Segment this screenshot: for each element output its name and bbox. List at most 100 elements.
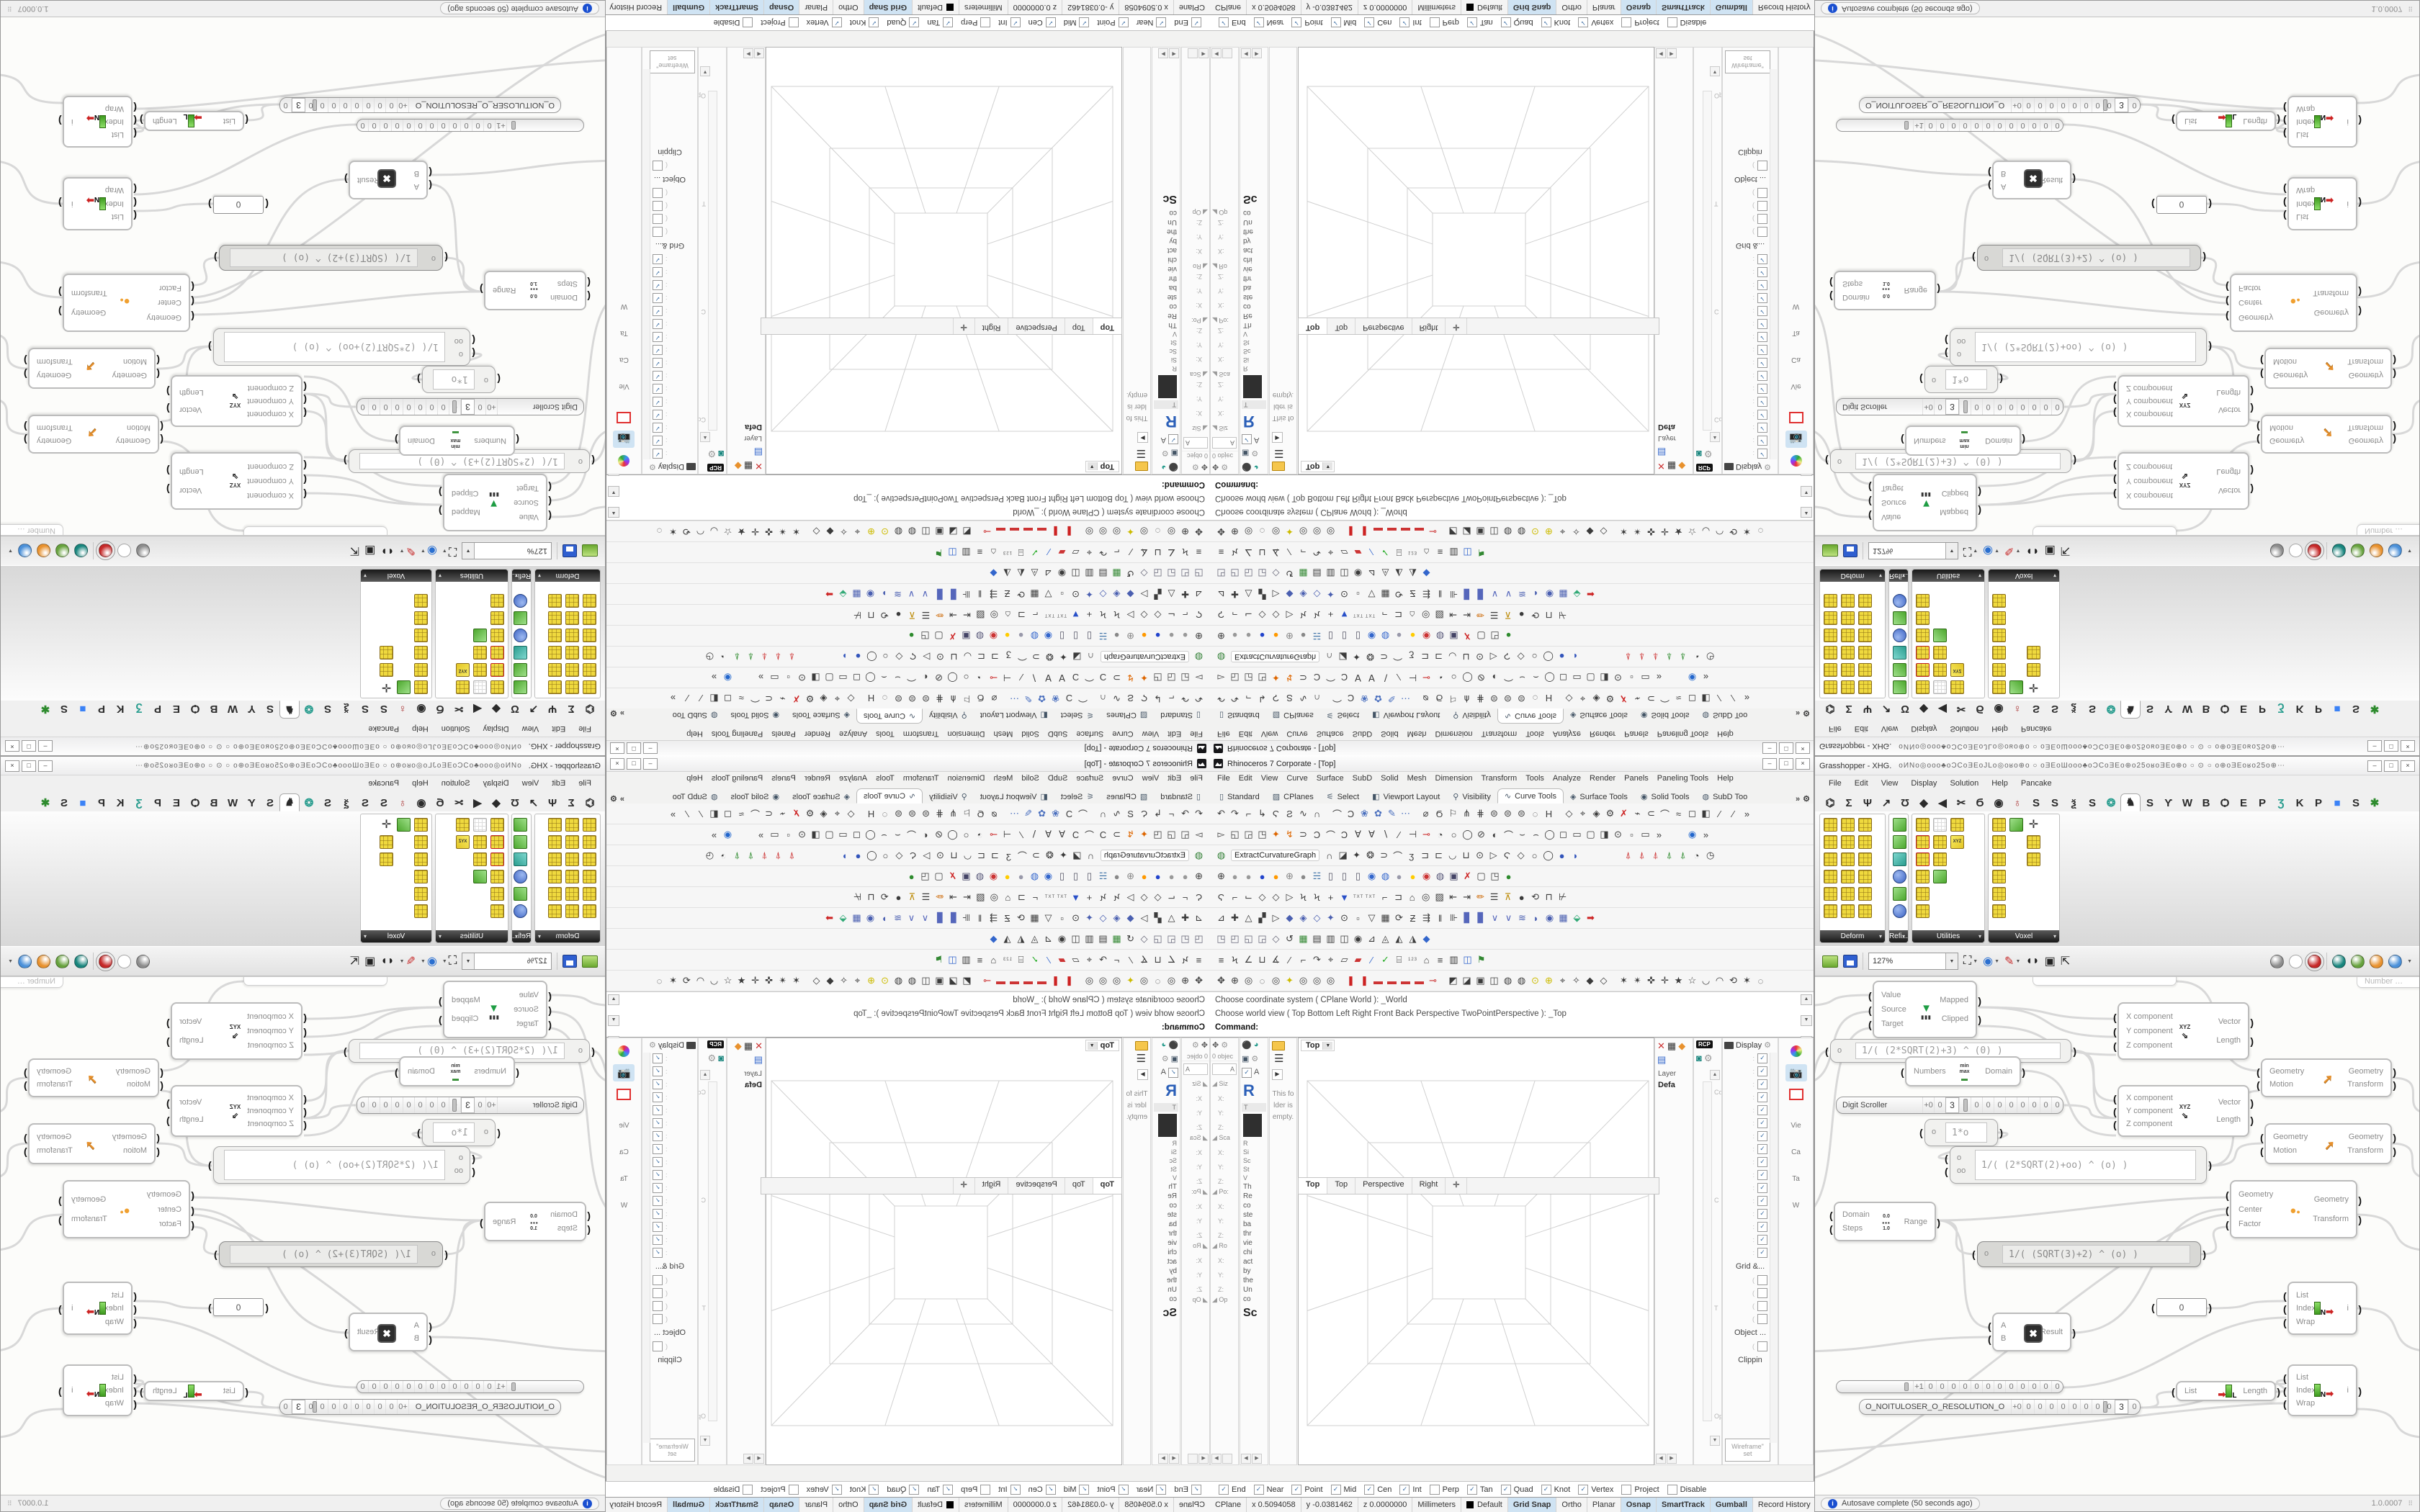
rhino-titlebar[interactable]: Rhinoceros 7 Corporate - [Top] – □ × (1210, 756, 1814, 772)
resize-grip-icon[interactable]: ⠿ (6, 1499, 12, 1507)
component-icon[interactable] (473, 680, 487, 694)
toolbar-icon[interactable]: ⌂ (1409, 609, 1415, 621)
output-jack[interactable]: ) (2393, 1146, 2396, 1157)
input-jack[interactable]: ( (472, 335, 475, 347)
menu-item[interactable]: Help (1717, 729, 1734, 738)
slider-handle[interactable] (511, 1382, 516, 1391)
gh-slider-slider-resolution[interactable]: (O_NOITULOSER_O_RESOLUTION_O+00000000030… (1859, 97, 2141, 113)
osnap-checkbox[interactable] (743, 17, 753, 28)
display-option-row[interactable]: : ✓ (642, 1130, 697, 1143)
toolbar-icon[interactable]: ▯ (1059, 631, 1065, 642)
component-category-tab[interactable]: S (266, 797, 274, 809)
input-jack[interactable]: ( (133, 1316, 137, 1328)
expression-text[interactable]: 1*o (433, 369, 475, 390)
status-cell[interactable]: Planar (799, 0, 833, 14)
toolbar-icon[interactable]: ◉ (1545, 589, 1554, 600)
camera-tab-icon[interactable]: 📷 (613, 431, 635, 448)
toolbar-icon[interactable]: ✶ (1743, 975, 1751, 986)
save-file-icon[interactable] (563, 544, 577, 557)
folder-icon[interactable] (1135, 1041, 1148, 1050)
component-category-tab[interactable]: ◉ (416, 703, 426, 715)
component-icon[interactable] (1933, 594, 1947, 608)
component-icon[interactable] (514, 852, 527, 866)
section-header[interactable]: ◢ Po: (1191, 1188, 1208, 1195)
gh-slider-digit-scroller[interactable]: (Digit Scroller+003000000000) (1836, 1097, 2063, 1114)
toolbar-icon[interactable]: ◎ (1167, 526, 1176, 537)
display-option-row[interactable]: : ✓ (642, 356, 697, 369)
osnap-checkbox[interactable] (1621, 17, 1632, 28)
toolbar-icon[interactable]: ‖ (1438, 912, 1443, 924)
menu-item[interactable]: Transform (1481, 774, 1518, 783)
slider-digit[interactable]: 0 (2069, 98, 2080, 112)
slider-digit[interactable]: 0 (2092, 1400, 2103, 1414)
toolbar-icon[interactable]: Ϛ (909, 850, 917, 861)
toolbar-icon[interactable]: ❀ (1052, 693, 1059, 704)
toolbar-icon[interactable]: ⌙ (1245, 610, 1252, 621)
toolbar-icon[interactable]: ∖ (1031, 672, 1038, 683)
toolbar-icon[interactable]: ◫ (921, 975, 931, 986)
toolbar-icon[interactable]: ∨ (1491, 589, 1499, 600)
section-header[interactable]: ◢ Ro (1193, 263, 1208, 270)
slider-digit[interactable]: 0 (1959, 120, 1971, 131)
status-cell[interactable]: Default (1461, 0, 1508, 14)
gear-icon[interactable]: ⚙ (1161, 1055, 1169, 1063)
osnap-toggle[interactable]: ✓ Mid (1330, 1484, 1356, 1495)
input-jack[interactable]: ( (548, 1004, 552, 1016)
toolbar-icon[interactable]: ▢ (934, 631, 944, 642)
gh-node-range[interactable]: Domain(Steps(Range) 0.0 ▪▪▪ 1.0 (1829, 271, 1940, 310)
component-category-tab[interactable]: ◆ (1919, 703, 1928, 715)
toolbar-icon[interactable]: ◇ (1154, 610, 1162, 621)
menu-item[interactable]: Edit (1168, 729, 1182, 738)
toolbar-icon[interactable]: ⌐ (1032, 609, 1039, 621)
component-icon[interactable] (456, 629, 470, 642)
menu-item[interactable]: Mesh (1407, 774, 1427, 783)
camera-icon[interactable]: ◙ ⚙ (707, 1053, 724, 1063)
component-category-tab[interactable]: S (2146, 797, 2154, 809)
gear-icon[interactable]: ⚙ (1191, 1041, 1199, 1050)
output-jack[interactable]: ) (1937, 1216, 1940, 1228)
component-icon[interactable] (1893, 594, 1906, 608)
component-icon[interactable] (565, 629, 579, 642)
component-icon[interactable] (2027, 870, 2040, 883)
status-cell[interactable]: CPlane (1173, 0, 1210, 14)
toolbar-icon[interactable]: ◳ (1153, 672, 1162, 683)
expression-text[interactable]: 1/( (2*SQRT(2)+oo) ^ (o) ) (1975, 332, 2196, 362)
toolbar-icon[interactable]: ◧ (1701, 808, 1711, 819)
toolbar-icon[interactable]: ◔ (1437, 829, 1443, 840)
toolbar-icon[interactable]: ≈ (738, 693, 745, 704)
panel-tab-label[interactable]: Ta (1792, 329, 1800, 337)
slider-digit[interactable]: 0 (2051, 1381, 2063, 1392)
toolbar-icon[interactable]: ▣ (962, 631, 971, 642)
osnap-checkbox[interactable]: ✓ (1045, 17, 1056, 28)
toolbar-icon[interactable]: ● (1505, 870, 1512, 882)
toolbar-icon[interactable]: ⊕ (867, 526, 875, 537)
component-icon[interactable] (1858, 852, 1872, 866)
toolbar-icon[interactable]: ⇶ (990, 912, 998, 923)
status-cell[interactable]: Record History (1753, 1498, 1814, 1512)
toolbar-tab[interactable]: ◉ Solid Tools (1634, 708, 1696, 722)
component-icon[interactable] (565, 611, 579, 625)
toolbar-icon[interactable]: ▭ (1572, 829, 1582, 840)
toolbar-icon[interactable]: ⊔ (1258, 547, 1266, 558)
osnap-toggle[interactable]: ✓ Near (1137, 17, 1167, 28)
toolbar-icon[interactable]: ❂ (1366, 850, 1375, 860)
status-cell[interactable]: Record History (1752, 0, 1814, 14)
slider-digit[interactable]: +0 (1922, 399, 1934, 415)
input-jack[interactable]: ( (1868, 1004, 1872, 1016)
toolbar-icon[interactable]: ∕ (686, 693, 688, 704)
input-jack[interactable]: ( (2172, 1386, 2175, 1398)
gh-node-scale[interactable]: Geometry(Center(Factor(Geometry) Transfor… (58, 1180, 194, 1238)
component-category-tab[interactable]: ↗ (529, 703, 539, 715)
toolbar-icon[interactable]: ⋔ (949, 808, 957, 819)
component-icon[interactable] (1858, 611, 1872, 625)
component-category-tab[interactable]: S (324, 703, 332, 715)
toolbar-icon[interactable]: ▷ (1286, 610, 1294, 621)
component-icon[interactable] (2027, 663, 2040, 677)
toolbar-icon[interactable]: ⌣ (1519, 672, 1525, 683)
toolbar-icon[interactable]: ↺ (1126, 568, 1134, 579)
osnap-checkbox[interactable]: ✓ (1156, 1484, 1167, 1495)
input-jack[interactable]: ( (1868, 496, 1872, 508)
component-icon[interactable] (1841, 818, 1855, 832)
toolbar-icon[interactable]: ◯ (1462, 829, 1473, 840)
osnap-checkbox[interactable]: ✓ (1253, 1484, 1264, 1495)
